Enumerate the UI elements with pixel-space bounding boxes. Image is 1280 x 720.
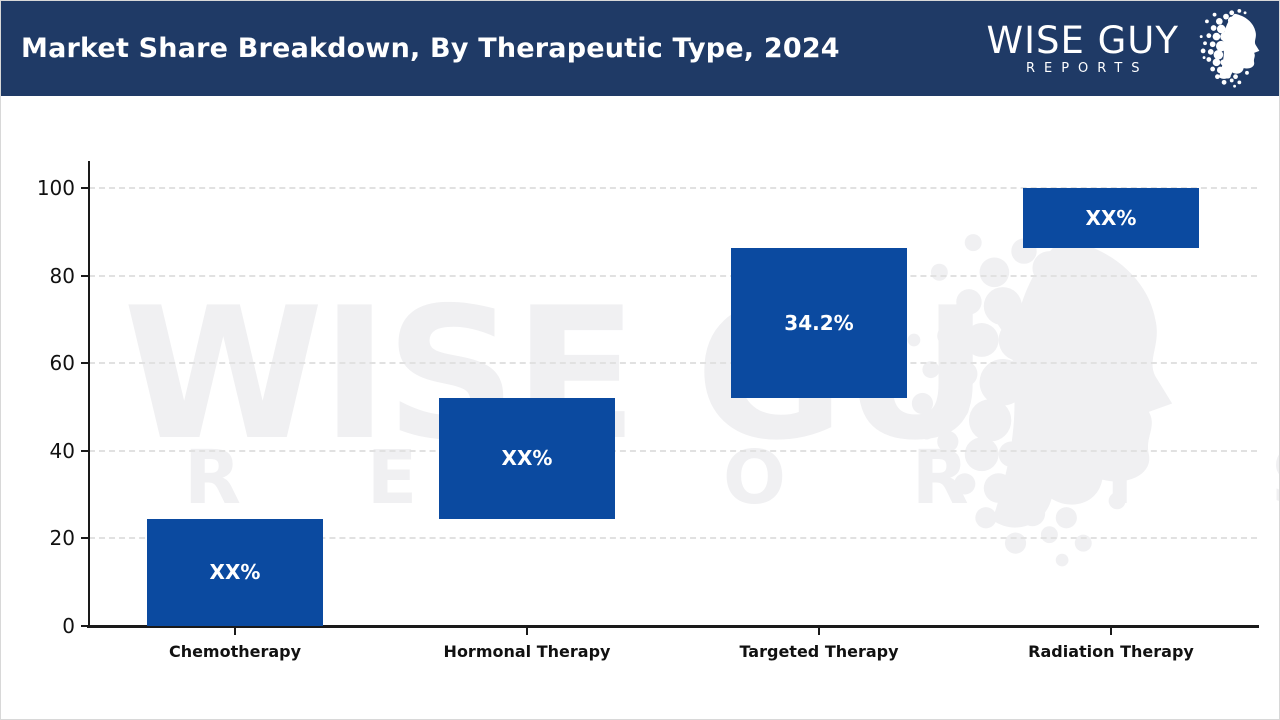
brand-name: WISE GUY: [986, 19, 1179, 62]
brand-logo-text: WISE GUY REPORTS: [987, 22, 1179, 75]
x-axis-category-label: Targeted Therapy: [739, 642, 899, 661]
y-axis-tick-label: 100: [36, 176, 75, 201]
y-gridline: [89, 362, 1257, 365]
x-axis-tick: [1110, 628, 1112, 635]
wiseguy-head-watermark-icon: [907, 217, 1173, 567]
brand-subtitle: REPORTS: [1025, 61, 1149, 76]
bar: [1023, 188, 1199, 249]
bar: [439, 398, 615, 519]
x-axis-category-label: Radiation Therapy: [1028, 642, 1194, 661]
y-axis-tick-label: 40: [49, 438, 75, 463]
y-gridline: [89, 274, 1257, 277]
x-axis-tick: [818, 628, 820, 635]
header-bar: Market Share Breakdown, By Therapeutic T…: [1, 1, 1279, 96]
y-axis-tick: [81, 449, 89, 452]
y-gridline: [89, 187, 1257, 190]
y-gridline: [89, 449, 1257, 452]
y-axis-tick: [81, 187, 89, 190]
x-axis-line: [87, 625, 1259, 628]
wiseguy-head-icon: [1199, 8, 1260, 88]
y-axis-tick-label: 80: [49, 263, 75, 288]
brand-logo: WISE GUY REPORTS: [987, 8, 1279, 90]
x-axis-tick: [526, 628, 528, 635]
y-axis-tick: [81, 274, 89, 277]
y-gridline: [89, 537, 1257, 540]
y-axis-tick-label: 0: [62, 614, 75, 638]
x-axis-category-label: Chemotherapy: [168, 642, 302, 661]
bar-value-label: 34.2%: [784, 311, 854, 336]
page-title: Market Share Breakdown, By Therapeutic T…: [21, 33, 840, 64]
bar: [731, 248, 907, 398]
bar-value-label: XX%: [209, 560, 261, 585]
y-axis-tick: [81, 362, 89, 365]
bar: [147, 518, 323, 626]
y-axis-tick: [81, 625, 89, 627]
y-axis-tick-label: 20: [49, 526, 75, 551]
y-axis-tick: [81, 537, 89, 540]
y-axis-tick-label: 60: [49, 351, 75, 376]
x-axis-tick: [234, 628, 236, 635]
x-axis-category-label: Hormonal Therapy: [443, 642, 611, 661]
y-axis-line: [88, 161, 90, 628]
bar-value-label: XX%: [501, 446, 553, 471]
bar-value-label: XX%: [1085, 206, 1137, 231]
